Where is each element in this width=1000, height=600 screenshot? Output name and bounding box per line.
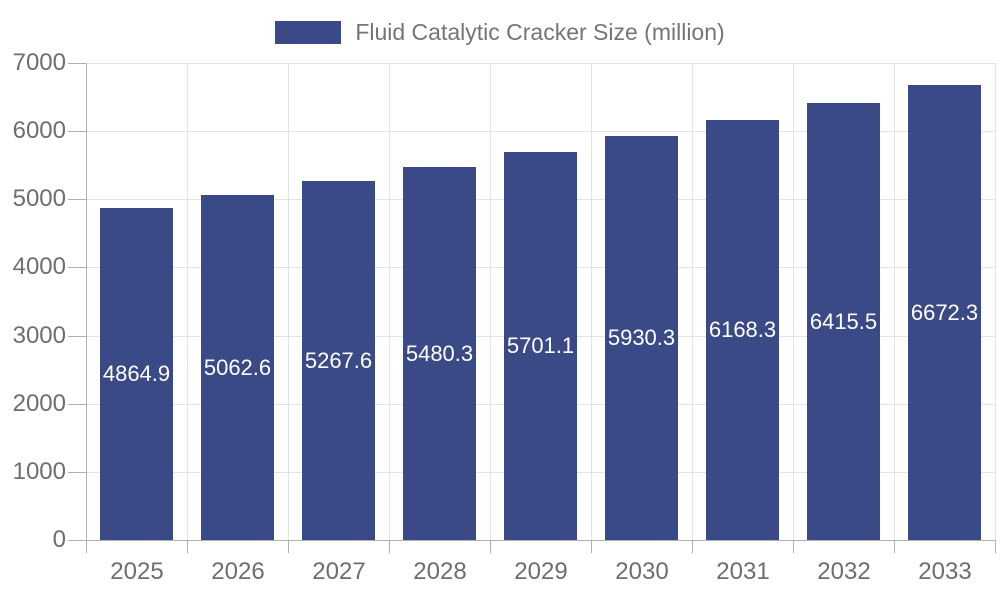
y-tick bbox=[68, 131, 86, 132]
v-gridline bbox=[995, 63, 996, 540]
v-gridline bbox=[187, 63, 188, 540]
bar bbox=[100, 208, 173, 540]
y-tick-label: 4000 bbox=[12, 253, 66, 280]
bar bbox=[302, 181, 375, 540]
h-gridline bbox=[86, 63, 995, 64]
bar bbox=[807, 103, 880, 540]
x-tick bbox=[894, 540, 895, 553]
v-gridline bbox=[389, 63, 390, 540]
v-gridline bbox=[490, 63, 491, 540]
bar bbox=[504, 152, 577, 540]
x-tick bbox=[490, 540, 491, 553]
x-tick bbox=[692, 540, 693, 553]
bar-value-label: 4864.9 bbox=[102, 361, 171, 386]
x-tick-label: 2032 bbox=[817, 558, 871, 585]
y-tick-label: 3000 bbox=[12, 322, 66, 349]
y-tick bbox=[68, 336, 86, 337]
x-tick-label: 2031 bbox=[716, 558, 770, 585]
x-tick-label: 2030 bbox=[615, 558, 669, 585]
x-tick-label: 2025 bbox=[110, 558, 164, 585]
y-tick bbox=[68, 267, 86, 268]
bar bbox=[201, 195, 274, 540]
x-tick bbox=[86, 540, 87, 553]
bar bbox=[605, 136, 678, 540]
bar bbox=[403, 167, 476, 540]
chart-legend: Fluid Catalytic Cracker Size (million) bbox=[0, 17, 1000, 47]
y-tick-label: 5000 bbox=[12, 185, 66, 212]
v-gridline bbox=[894, 63, 895, 540]
y-tick-label: 7000 bbox=[12, 49, 66, 76]
x-tick bbox=[591, 540, 592, 553]
bar-value-label: 5267.6 bbox=[304, 348, 373, 373]
y-tick bbox=[68, 540, 86, 541]
y-tick-label: 6000 bbox=[12, 117, 66, 144]
y-tick bbox=[68, 199, 86, 200]
x-tick-label: 2028 bbox=[413, 558, 467, 585]
bar-value-label: 6672.3 bbox=[910, 300, 979, 325]
y-tick-label: 0 bbox=[52, 526, 66, 553]
h-gridline bbox=[86, 131, 995, 132]
bar bbox=[706, 120, 779, 540]
v-gridline bbox=[288, 63, 289, 540]
bar-value-label: 5480.3 bbox=[405, 341, 474, 366]
x-tick-label: 2026 bbox=[211, 558, 265, 585]
bar-value-label: 6168.3 bbox=[708, 317, 777, 342]
x-axis-line bbox=[86, 540, 995, 541]
v-gridline bbox=[591, 63, 592, 540]
legend-swatch bbox=[275, 20, 342, 44]
v-gridline bbox=[793, 63, 794, 540]
y-axis-line bbox=[86, 63, 87, 540]
x-tick bbox=[187, 540, 188, 553]
x-tick bbox=[288, 540, 289, 553]
y-tick bbox=[68, 472, 86, 473]
x-tick bbox=[389, 540, 390, 553]
v-gridline bbox=[692, 63, 693, 540]
x-tick bbox=[793, 540, 794, 553]
x-tick-label: 2033 bbox=[918, 558, 972, 585]
x-tick-label: 2027 bbox=[312, 558, 366, 585]
y-tick bbox=[68, 404, 86, 405]
bar-value-label: 5701.1 bbox=[506, 333, 575, 358]
bar bbox=[908, 85, 981, 540]
y-tick-label: 2000 bbox=[12, 390, 66, 417]
y-tick bbox=[68, 63, 86, 64]
bar-value-label: 5930.3 bbox=[607, 325, 676, 350]
x-tick-label: 2029 bbox=[514, 558, 568, 585]
legend-label: Fluid Catalytic Cracker Size (million) bbox=[355, 19, 725, 45]
bar-value-label: 6415.5 bbox=[809, 309, 878, 334]
y-tick-label: 1000 bbox=[12, 458, 66, 485]
bar-value-label: 5062.6 bbox=[203, 355, 272, 380]
x-tick bbox=[995, 540, 996, 553]
